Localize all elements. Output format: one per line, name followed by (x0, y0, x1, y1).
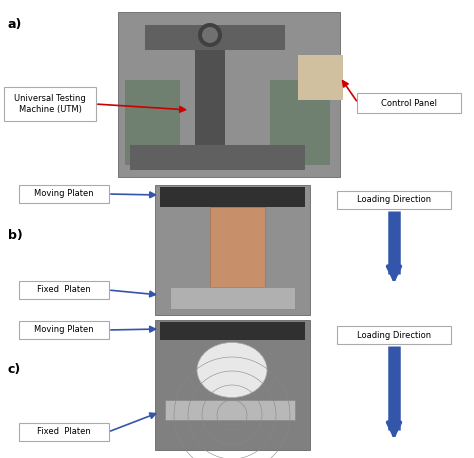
Bar (160, 322, 305, 340)
Text: Moving Platen: Moving Platen (34, 326, 94, 334)
FancyBboxPatch shape (337, 191, 451, 209)
FancyBboxPatch shape (337, 326, 451, 344)
FancyBboxPatch shape (19, 281, 109, 299)
Bar (170, 287, 295, 309)
Bar (195, 25, 225, 165)
Text: Universal Testing
Machine (UTM): Universal Testing Machine (UTM) (14, 94, 86, 114)
Text: Control Panel: Control Panel (381, 98, 437, 108)
Bar (210, 207, 265, 287)
Ellipse shape (197, 343, 267, 398)
Text: Moving Platen: Moving Platen (34, 190, 94, 198)
Bar (145, 25, 285, 50)
Bar (160, 187, 305, 207)
Text: Fixed  Platen: Fixed Platen (37, 285, 91, 294)
Bar (125, 80, 180, 165)
Text: Fixed  Platen: Fixed Platen (37, 427, 91, 436)
Bar (155, 185, 310, 315)
FancyBboxPatch shape (19, 321, 109, 339)
FancyBboxPatch shape (4, 87, 96, 121)
Bar (130, 145, 305, 170)
Circle shape (198, 23, 222, 47)
Bar (165, 400, 295, 420)
Text: b): b) (8, 229, 23, 241)
Circle shape (202, 27, 218, 43)
Text: Loading Direction: Loading Direction (357, 196, 431, 205)
Text: Loading Direction: Loading Direction (357, 331, 431, 339)
FancyBboxPatch shape (19, 423, 109, 441)
Bar (118, 12, 340, 177)
Text: c): c) (8, 364, 21, 376)
Bar (155, 320, 310, 450)
FancyBboxPatch shape (19, 185, 109, 203)
FancyBboxPatch shape (357, 93, 461, 113)
Bar (298, 55, 343, 100)
Text: a): a) (8, 18, 22, 31)
Bar (270, 80, 330, 165)
